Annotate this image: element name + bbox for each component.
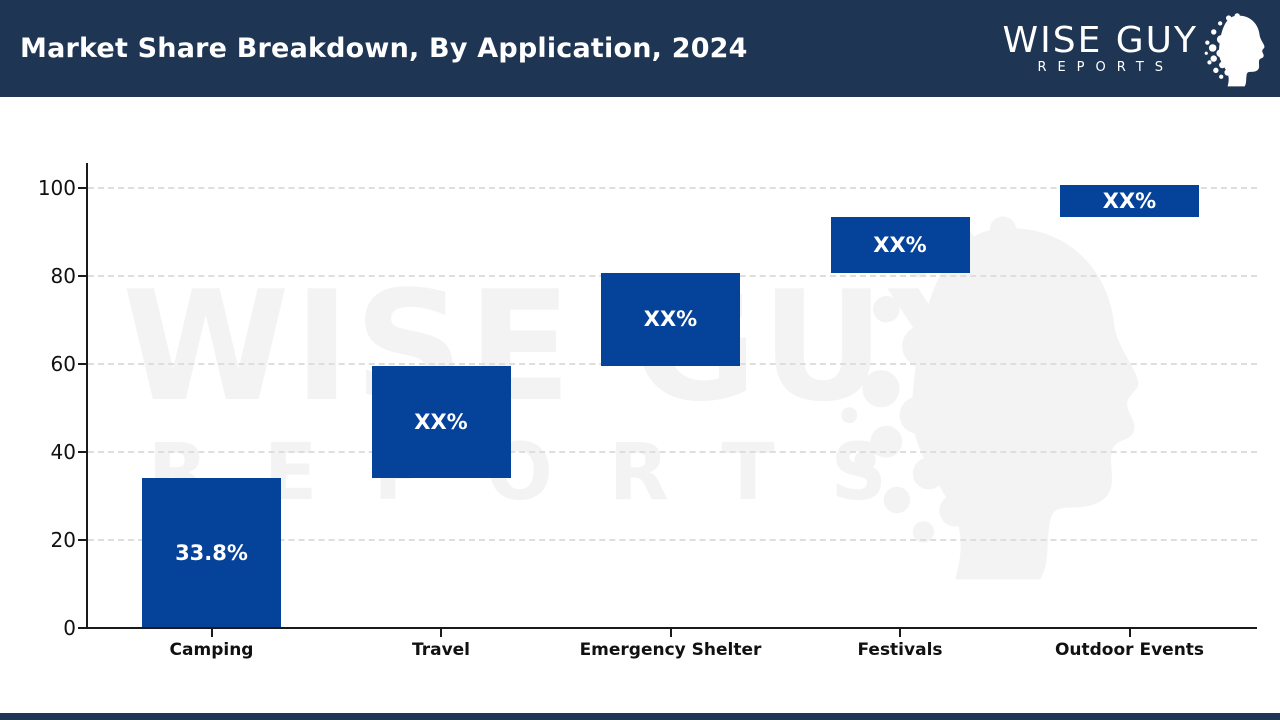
x-category-label: Camping [169,640,254,660]
y-tick [78,275,86,277]
bar-emergency-shelter [601,272,740,367]
bar-value-label: XX% [1102,188,1157,213]
y-tick [78,187,86,189]
y-tick [78,627,86,629]
y-tick-label: 60 [50,352,76,376]
x-tick [899,629,901,637]
header-bar: Market Share Breakdown, By Application, … [0,0,1280,97]
y-tick [78,363,86,365]
page-title: Market Share Breakdown, By Application, … [20,33,748,64]
gridline [88,539,1257,541]
x-tick [440,629,442,637]
brand-logo: WISE GUY REPORTS [1003,11,1280,87]
bar-value-label: XX% [414,410,468,435]
x-tick [1128,629,1131,637]
x-category-label: Festivals [857,640,943,660]
gridline [88,451,1257,453]
y-tick [78,451,86,453]
bar-value-label: XX% [643,307,698,332]
gridline [88,187,1257,189]
bar-travel [371,366,511,479]
y-tick-label: 0 [63,616,76,640]
x-category-label: Outdoor Events [1054,640,1205,660]
bar-value-label: XX% [873,232,927,257]
y-tick-label: 100 [37,176,76,200]
bar-outdoor-events [1060,184,1199,217]
y-tick-label: 20 [50,528,76,552]
bar-camping [142,478,281,627]
footer-bar [0,713,1280,720]
y-axis-line [86,163,88,629]
brand-name: WISE GUY [1002,19,1198,61]
bar-value-label: 33.8% [175,540,248,565]
x-tick [669,629,672,637]
brand-subname: REPORTS [1037,59,1175,75]
y-tick-label: 40 [50,440,76,464]
waterfall-chart: 0 20 40 60 80 100 33.8% Camping XX% Travel XX% Emer… [0,97,1280,713]
bar-festivals [830,216,970,273]
x-axis-line [86,627,1257,629]
y-tick-label: 80 [50,264,76,288]
y-tick [78,539,86,541]
wiseguy-head-icon [1204,12,1265,86]
x-category-label: Emergency Shelter [579,640,762,660]
x-tick [210,629,213,637]
brand-logo-text: WISE GUY REPORTS [1002,19,1199,76]
x-category-label: Travel [411,640,471,660]
watermark-text-primary: WISE GUY [122,258,1003,435]
